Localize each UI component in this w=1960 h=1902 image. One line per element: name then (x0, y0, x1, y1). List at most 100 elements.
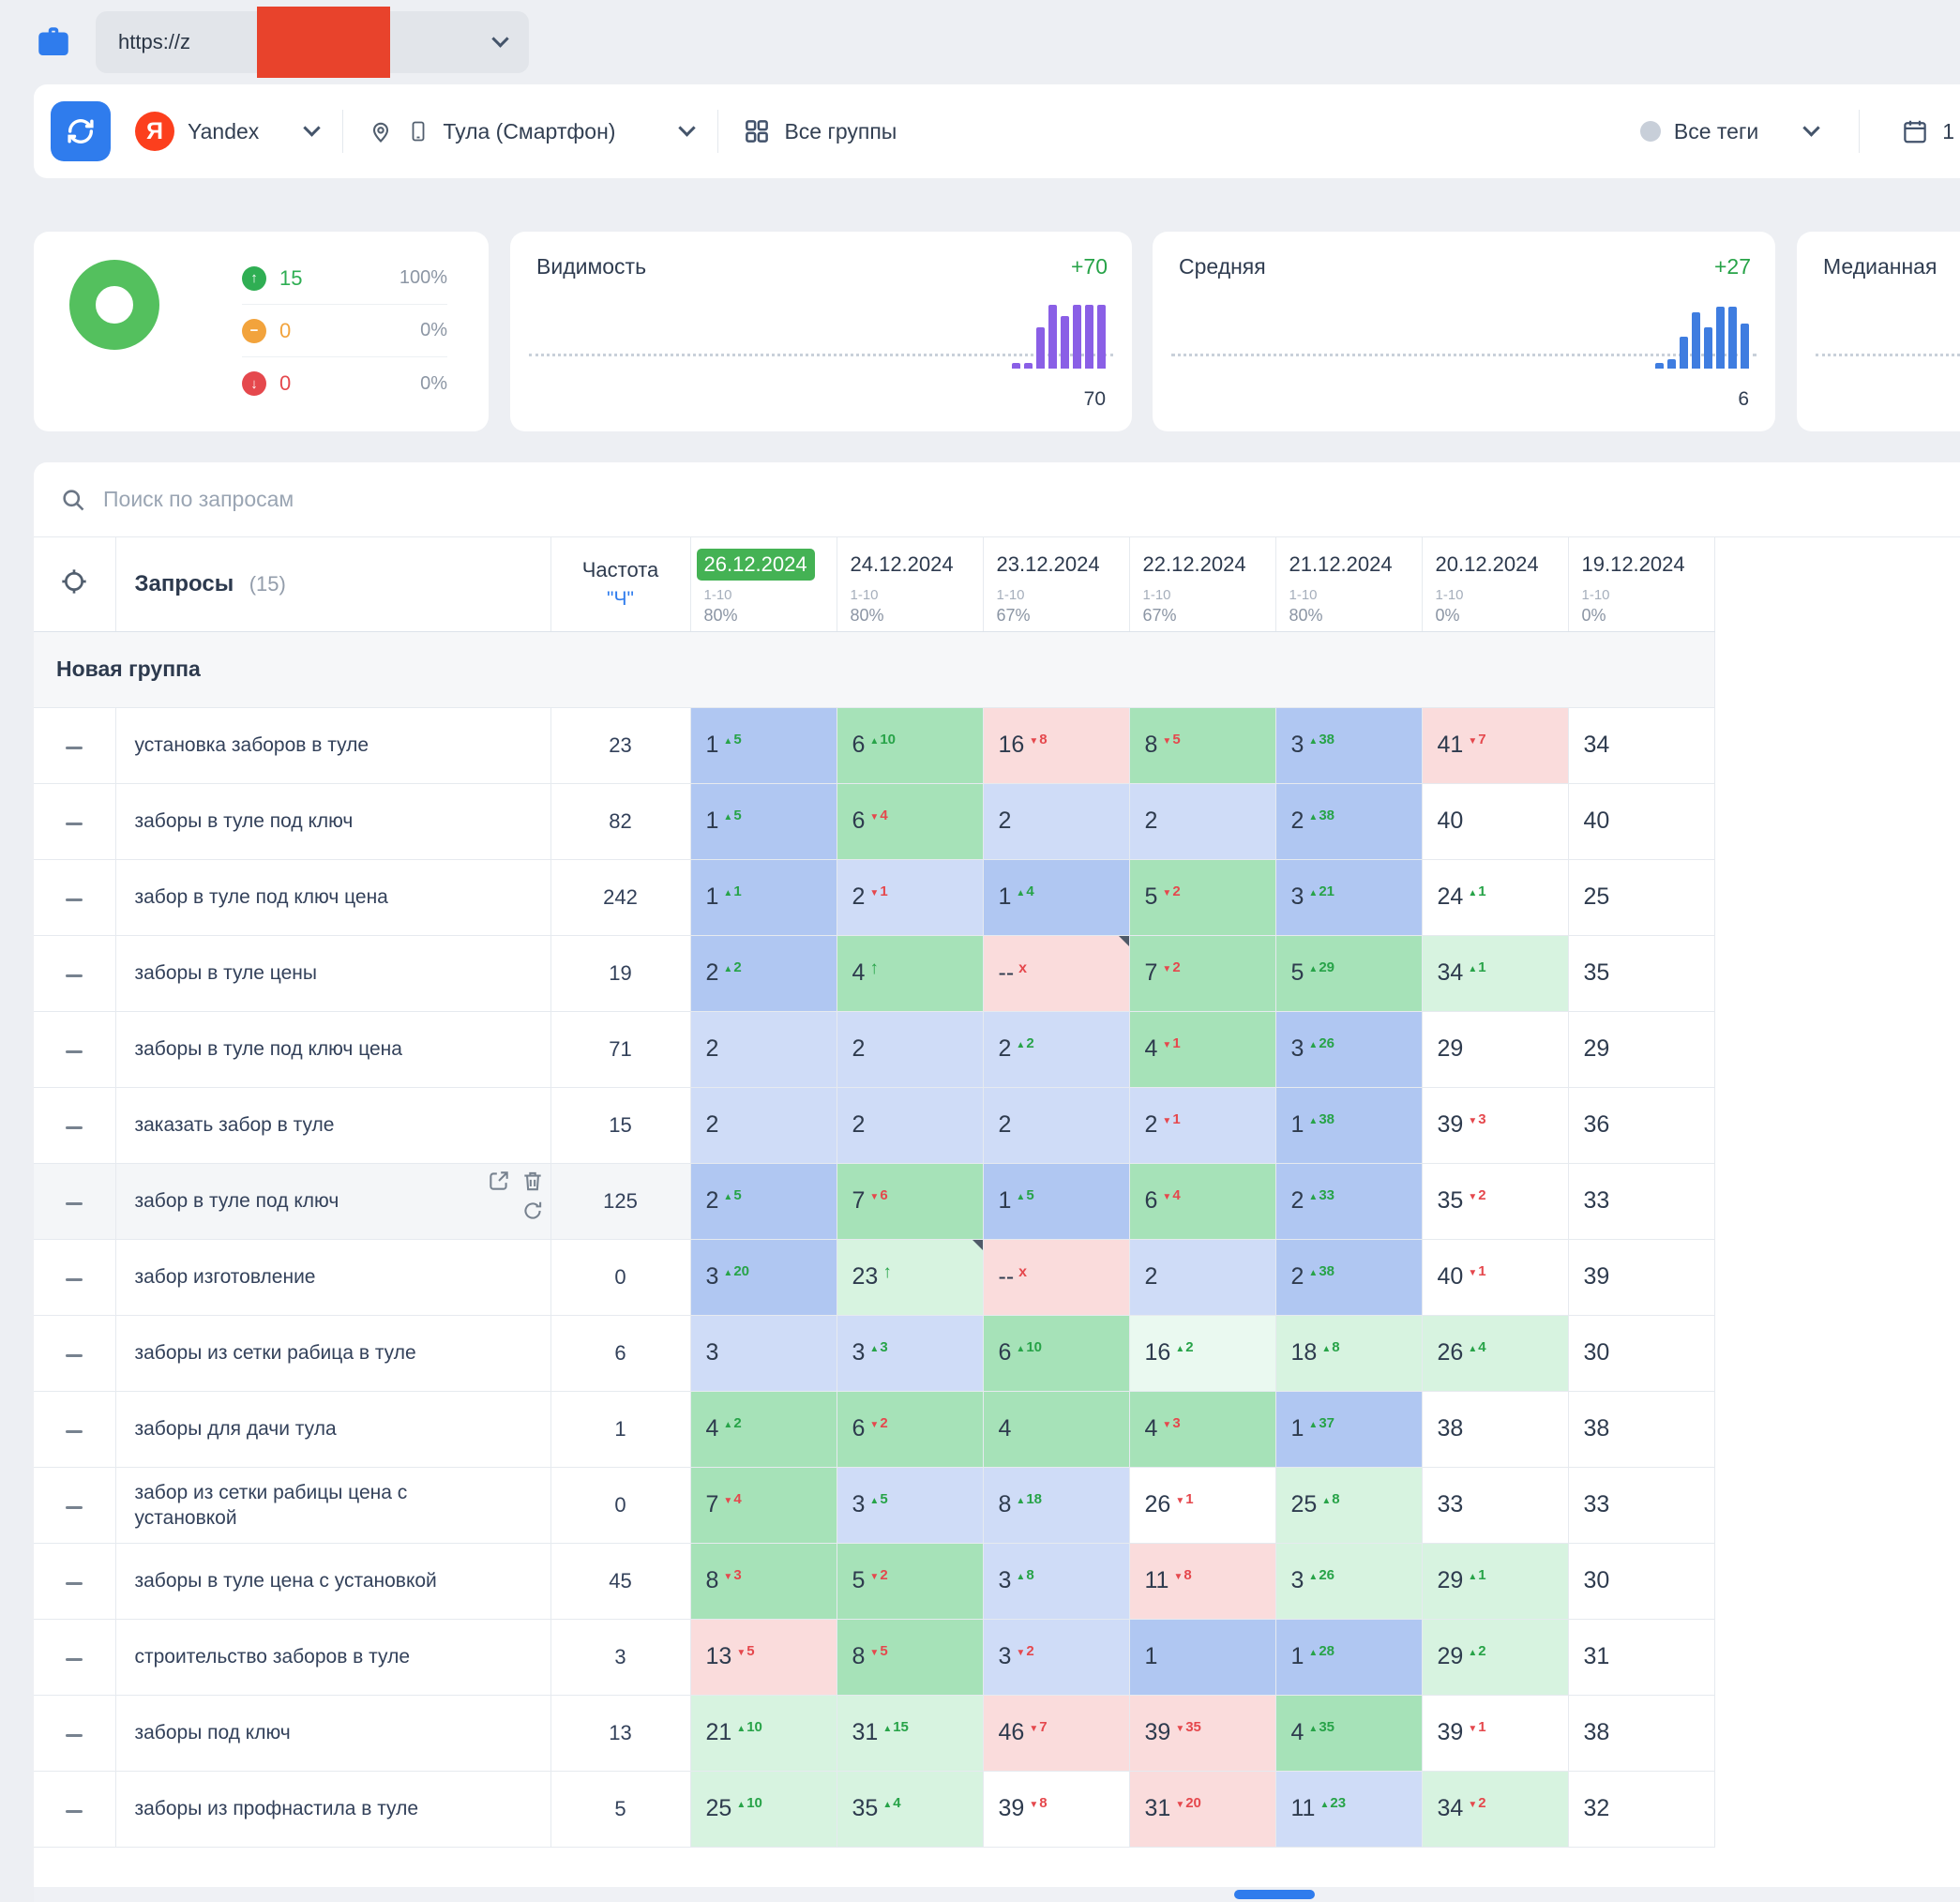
date-column-header[interactable]: 23.12.2024 1-10 67% (982, 537, 1130, 632)
position-cell[interactable]: 40 (1567, 782, 1715, 860)
date-range-select[interactable]: 1 (1901, 117, 1954, 145)
position-cell[interactable]: 6 ▲10 (836, 706, 984, 784)
drag-handle-icon[interactable] (66, 1657, 83, 1661)
query-name-cell[interactable]: строительство заборов в туле (114, 1618, 551, 1696)
position-cell[interactable]: 3 ▲5 (836, 1466, 984, 1544)
query-name-cell[interactable]: заказать забор в туле (114, 1086, 551, 1164)
row-handle-cell[interactable] (34, 782, 116, 860)
position-cell[interactable]: 33 (1567, 1466, 1715, 1544)
date-column-header[interactable]: 24.12.2024 1-10 80% (836, 537, 984, 632)
drag-handle-icon[interactable] (66, 1809, 83, 1813)
position-cell[interactable]: 38 (1567, 1694, 1715, 1772)
date-column-header[interactable]: 20.12.2024 1-10 0% (1421, 537, 1569, 632)
search-engine-select[interactable]: Я Yandex (135, 112, 322, 151)
query-name-cell[interactable]: заборы в туле цена с установкой (114, 1542, 551, 1620)
query-name-cell[interactable]: заборы из профнастила в туле (114, 1770, 551, 1848)
drag-handle-icon[interactable] (66, 1429, 83, 1433)
position-cell[interactable]: 1 ▲28 (1274, 1618, 1423, 1696)
position-cell[interactable]: 11 ▲23 (1274, 1770, 1423, 1848)
row-handle-cell[interactable] (34, 1694, 116, 1772)
position-cell[interactable]: 2 ▲33 (1274, 1162, 1423, 1240)
position-cell[interactable]: 33 (1567, 1162, 1715, 1240)
row-handle-cell[interactable] (34, 1162, 116, 1240)
refresh-button[interactable] (51, 101, 111, 161)
position-cell[interactable]: 25 ▲10 (689, 1770, 837, 1848)
position-cell[interactable]: 34 ▼2 (1421, 1770, 1569, 1848)
drag-handle-icon[interactable] (66, 898, 83, 901)
position-cell[interactable]: 5 ▼2 (1128, 858, 1276, 936)
position-cell[interactable]: 29 (1421, 1010, 1569, 1088)
position-cell[interactable]: 25 ▲8 (1274, 1466, 1423, 1544)
date-column-header[interactable]: 22.12.2024 1-10 67% (1128, 537, 1276, 632)
drag-handle-icon[interactable] (66, 1125, 83, 1129)
date-label[interactable]: 21.12.2024 (1289, 552, 1393, 576)
position-cell[interactable]: 35 ▲4 (836, 1770, 984, 1848)
position-cell[interactable]: 38 (1567, 1390, 1715, 1468)
position-cell[interactable]: 31 ▼20 (1128, 1770, 1276, 1848)
position-cell[interactable]: 2 ▲2 (689, 934, 837, 1012)
position-cell[interactable]: 1 ▲5 (689, 706, 837, 784)
queries-column-header[interactable]: Запросы (15) (114, 537, 551, 632)
position-cell[interactable]: 16 ▲2 (1128, 1314, 1276, 1392)
position-cell[interactable]: 3 ▲3 (836, 1314, 984, 1392)
position-cell[interactable]: 2 (1128, 1238, 1276, 1316)
position-cell[interactable]: 32 (1567, 1770, 1715, 1848)
date-column-header[interactable]: 26.12.2024 1-10 80% (689, 537, 837, 632)
position-cell[interactable]: 2 (836, 1086, 984, 1164)
position-cell[interactable]: 4 ▼3 (1128, 1390, 1276, 1468)
query-name-cell[interactable]: заборы для дачи тула (114, 1390, 551, 1468)
query-name-cell[interactable]: забор в туле под ключ цена (114, 858, 551, 936)
position-cell[interactable]: 3 ▲21 (1274, 858, 1423, 936)
position-cell[interactable]: 4 (982, 1390, 1130, 1468)
position-cell[interactable]: 2 (836, 1010, 984, 1088)
position-cell[interactable]: 8 ▼5 (836, 1618, 984, 1696)
position-cell[interactable]: 33 (1421, 1466, 1569, 1544)
target-column-header[interactable] (34, 537, 116, 632)
row-handle-cell[interactable] (34, 1770, 116, 1848)
position-cell[interactable]: 8 ▲18 (982, 1466, 1130, 1544)
position-cell[interactable]: 6 ▼4 (1128, 1162, 1276, 1240)
query-name-cell[interactable]: забор изготовление (114, 1238, 551, 1316)
query-name-cell[interactable]: забор в туле под ключ (114, 1162, 551, 1240)
position-cell[interactable]: 4 ▲35 (1274, 1694, 1423, 1772)
position-cell[interactable]: 7 ▼2 (1128, 934, 1276, 1012)
query-name-cell[interactable]: заборы под ключ (114, 1694, 551, 1772)
position-cell[interactable]: 39 ▼1 (1421, 1694, 1569, 1772)
frequency-unit[interactable]: "Ч" (607, 587, 634, 610)
groups-select[interactable]: Все группы (743, 117, 897, 145)
position-cell[interactable]: 2 (982, 1086, 1130, 1164)
position-cell[interactable]: 2 ▲5 (689, 1162, 837, 1240)
drag-handle-icon[interactable] (66, 1353, 83, 1357)
scrollbar-thumb[interactable] (1234, 1890, 1315, 1899)
position-cell[interactable]: 1 ▲1 (689, 858, 837, 936)
position-cell[interactable]: 11 ▼8 (1128, 1542, 1276, 1620)
row-handle-cell[interactable] (34, 1390, 116, 1468)
row-handle-cell[interactable] (34, 1314, 116, 1392)
position-cell[interactable]: 31 (1567, 1618, 1715, 1696)
drag-handle-icon[interactable] (66, 1505, 83, 1509)
date-label[interactable]: 23.12.2024 (996, 552, 1100, 576)
date-label[interactable]: 20.12.2024 (1435, 552, 1539, 576)
frequency-column-header[interactable]: Частота "Ч" (550, 537, 691, 632)
date-column-header[interactable]: 21.12.2024 1-10 80% (1274, 537, 1423, 632)
position-cell[interactable]: 34 ▲1 (1421, 934, 1569, 1012)
briefcase-icon[interactable] (34, 23, 73, 62)
position-cell[interactable]: 13 ▼5 (689, 1618, 837, 1696)
delete-query-icon[interactable] (520, 1169, 545, 1193)
row-handle-cell[interactable] (34, 858, 116, 936)
position-cell[interactable]: 30 (1567, 1314, 1715, 1392)
row-handle-cell[interactable] (34, 934, 116, 1012)
position-cell[interactable]: 2 ▼1 (836, 858, 984, 936)
position-cell[interactable]: 1 ▲38 (1274, 1086, 1423, 1164)
position-cell[interactable]: 3 ▲38 (1274, 706, 1423, 784)
position-cell[interactable]: -- x (982, 934, 1130, 1012)
position-cell[interactable]: 7 ▼4 (689, 1466, 837, 1544)
position-cell[interactable]: 2 (689, 1010, 837, 1088)
date-label[interactable]: 24.12.2024 (850, 552, 954, 576)
position-cell[interactable]: 2 (1128, 782, 1276, 860)
position-cell[interactable]: 30 (1567, 1542, 1715, 1620)
position-cell[interactable]: 4 ▼1 (1128, 1010, 1276, 1088)
position-cell[interactable]: 39 (1567, 1238, 1715, 1316)
query-name-cell[interactable]: заборы в туле цены (114, 934, 551, 1012)
position-cell[interactable]: 2 (982, 782, 1130, 860)
